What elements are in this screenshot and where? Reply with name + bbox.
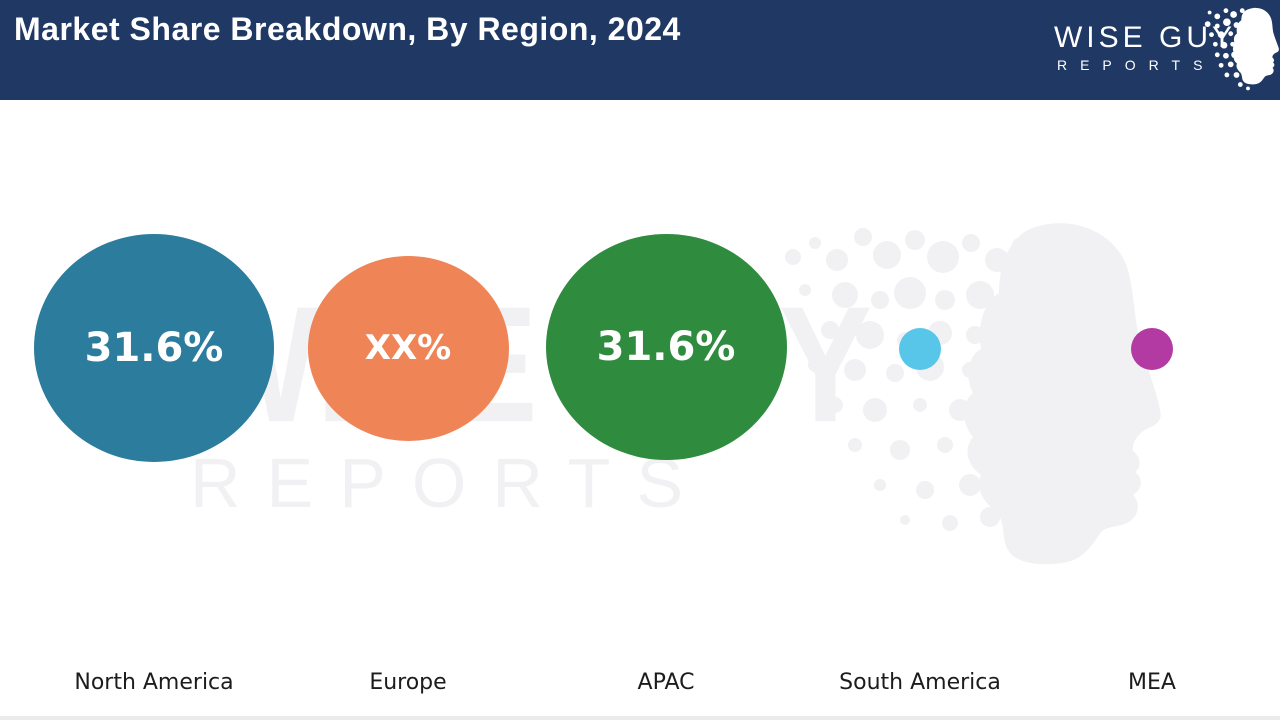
bubble-apac: 31.6% — [545, 234, 787, 460]
logo-subtitle: REPORTS — [1056, 57, 1216, 73]
bubble-europe: XX% — [307, 255, 509, 441]
chart-area: WISE GUY REPORTS — [0, 100, 1280, 720]
category-label-north-america: North America — [74, 670, 234, 695]
bubble-value-label: XX% — [364, 328, 452, 368]
bubble-value-label: 31.6% — [596, 324, 736, 370]
bubble-value-label: 31.6% — [84, 325, 224, 371]
bubble-north-america: 31.6% — [34, 234, 274, 462]
logo-wordmark: WISE GUY — [1053, 21, 1236, 54]
bubble-mea — [1131, 328, 1173, 370]
wiseguy-logo: WISE GUY REPORTS — [1030, 0, 1280, 100]
category-label-europe: Europe — [369, 670, 447, 695]
bubble-south-america — [899, 328, 941, 370]
logo-head-icon — [1204, 7, 1279, 91]
header-bar: Market Share Breakdown, By Region, 2024 … — [0, 0, 1280, 100]
logo-text: WISE GUY REPORTS — [1054, 22, 1236, 74]
watermark-head-icon — [785, 223, 1161, 565]
category-label-apac: APAC — [637, 670, 695, 695]
bottom-strip — [0, 716, 1280, 720]
page-title: Market Share Breakdown, By Region, 2024 — [14, 11, 681, 47]
category-label-mea: MEA — [1128, 670, 1176, 695]
category-label-south-america: South America — [839, 670, 1001, 695]
watermark-subtitle: REPORTS — [190, 444, 710, 522]
